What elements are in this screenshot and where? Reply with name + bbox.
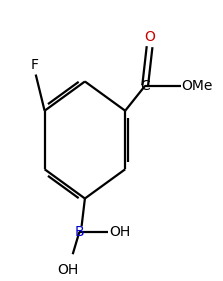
Text: OH: OH bbox=[58, 262, 79, 277]
Text: OH: OH bbox=[109, 225, 130, 239]
Text: F: F bbox=[31, 58, 39, 72]
Text: OMe: OMe bbox=[182, 79, 213, 93]
Text: C: C bbox=[140, 79, 150, 93]
Text: O: O bbox=[144, 30, 155, 44]
Text: B: B bbox=[74, 225, 84, 239]
